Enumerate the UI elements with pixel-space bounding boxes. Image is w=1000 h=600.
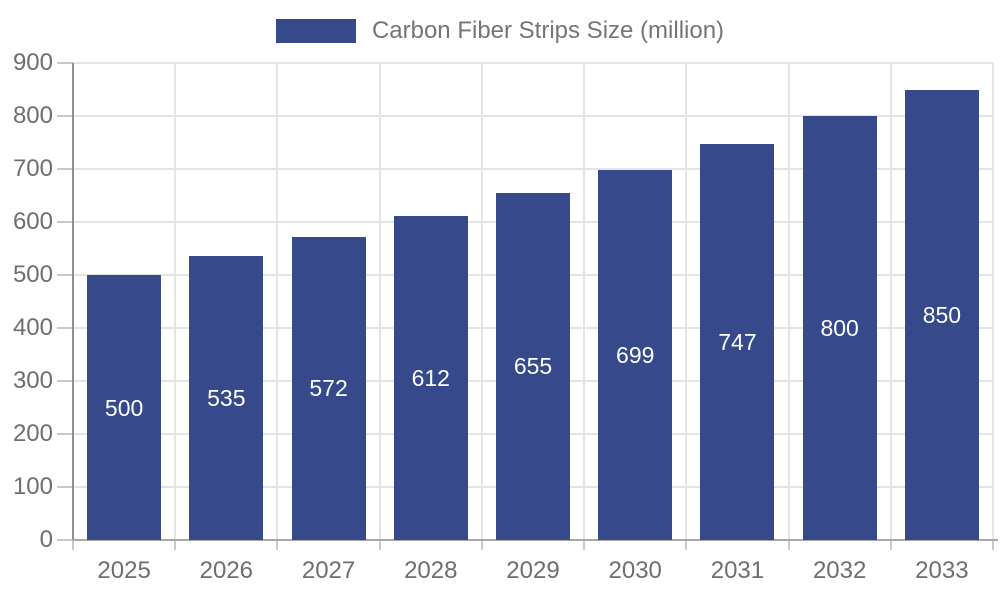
x-axis-tick bbox=[992, 540, 994, 550]
bar-2026[interactable]: 535 bbox=[189, 256, 264, 540]
gridline-horizontal bbox=[73, 168, 993, 170]
y-axis-tick-label: 700 bbox=[12, 155, 53, 182]
legend-swatch bbox=[275, 19, 356, 43]
x-axis-tick bbox=[583, 540, 586, 550]
bar-2025[interactable]: 500 bbox=[87, 275, 162, 540]
y-axis-tick-label: 100 bbox=[12, 473, 53, 500]
bar-value-label: 572 bbox=[309, 375, 348, 402]
y-axis-tick-label: 300 bbox=[12, 367, 53, 394]
y-axis-tick-label: 800 bbox=[12, 102, 53, 129]
bar-value-label: 699 bbox=[616, 341, 655, 368]
bar-value-label: 500 bbox=[104, 394, 144, 421]
gridline-horizontal bbox=[73, 62, 993, 64]
y-axis-tick-label: 500 bbox=[12, 261, 53, 288]
gridline-vertical bbox=[787, 63, 790, 540]
bar-2033[interactable]: 850 bbox=[904, 89, 979, 540]
legend-item[interactable]: Carbon Fiber Strips Size (million) bbox=[0, 14, 1000, 48]
y-axis-tick bbox=[57, 168, 73, 170]
x-axis-tick bbox=[378, 540, 381, 550]
bar-2029[interactable]: 655 bbox=[496, 192, 570, 540]
bar-value-label: 655 bbox=[513, 353, 553, 380]
y-axis-tick bbox=[57, 539, 73, 541]
x-axis-tick bbox=[174, 540, 177, 550]
y-axis-tick bbox=[57, 433, 73, 435]
x-axis-tick-label: 2025 bbox=[97, 557, 151, 584]
x-axis-tick bbox=[72, 540, 74, 550]
y-axis-tick-label: 900 bbox=[12, 49, 53, 76]
bar-value-label: 850 bbox=[922, 301, 962, 328]
x-axis-tick-label: 2029 bbox=[506, 557, 560, 584]
y-axis-tick bbox=[57, 62, 73, 64]
y-axis-tick bbox=[57, 327, 73, 329]
bar-value-label: 747 bbox=[718, 329, 757, 356]
y-axis-tick-label: 0 bbox=[39, 526, 53, 553]
x-axis-tick bbox=[480, 540, 483, 550]
y-axis-tick bbox=[57, 274, 73, 276]
y-axis-tick bbox=[57, 115, 73, 117]
y-axis-tick-label: 200 bbox=[12, 420, 53, 447]
bar-2030[interactable]: 699 bbox=[598, 169, 673, 540]
bar-2031[interactable]: 747 bbox=[700, 144, 775, 540]
bar-value-label: 535 bbox=[207, 385, 246, 412]
x-axis-tick-label: 2031 bbox=[710, 557, 765, 584]
y-axis-tick bbox=[57, 221, 73, 223]
gridline-vertical bbox=[480, 63, 483, 540]
x-axis-tick-label: 2026 bbox=[199, 557, 254, 584]
x-axis-tick-label: 2028 bbox=[404, 557, 458, 584]
bar-value-label: 800 bbox=[820, 315, 859, 341]
y-axis-tick bbox=[57, 486, 73, 488]
gridline-vertical bbox=[992, 63, 994, 540]
x-axis-tick-label: 2027 bbox=[301, 557, 356, 584]
bar-2028[interactable]: 612 bbox=[393, 215, 468, 540]
y-axis-tick-label: 600 bbox=[12, 208, 53, 235]
y-axis-line bbox=[72, 63, 74, 540]
bar-2032[interactable]: 800 bbox=[802, 116, 877, 540]
gridline-vertical bbox=[174, 63, 177, 540]
y-axis-tick-label: 400 bbox=[12, 314, 53, 341]
x-axis-tick bbox=[787, 540, 790, 550]
legend-label: Carbon Fiber Strips Size (million) bbox=[371, 17, 725, 44]
gridline-vertical bbox=[276, 63, 279, 540]
x-axis-line bbox=[72, 539, 998, 541]
bar-value-label: 612 bbox=[411, 364, 450, 391]
gridline-vertical bbox=[685, 63, 688, 540]
gridline-vertical bbox=[889, 63, 892, 540]
x-axis-tick-label: 2032 bbox=[812, 557, 867, 584]
x-axis-tick bbox=[276, 540, 279, 550]
gridline-vertical bbox=[583, 63, 586, 540]
bar-2027[interactable]: 572 bbox=[291, 236, 366, 540]
x-axis-tick bbox=[685, 540, 688, 550]
y-axis-tick bbox=[57, 380, 73, 382]
gridline-horizontal bbox=[73, 115, 993, 117]
gridline-vertical bbox=[378, 63, 381, 540]
x-axis-tick-label: 2033 bbox=[915, 557, 969, 584]
x-axis-tick bbox=[889, 540, 892, 550]
x-axis-tick-label: 2030 bbox=[608, 557, 662, 584]
